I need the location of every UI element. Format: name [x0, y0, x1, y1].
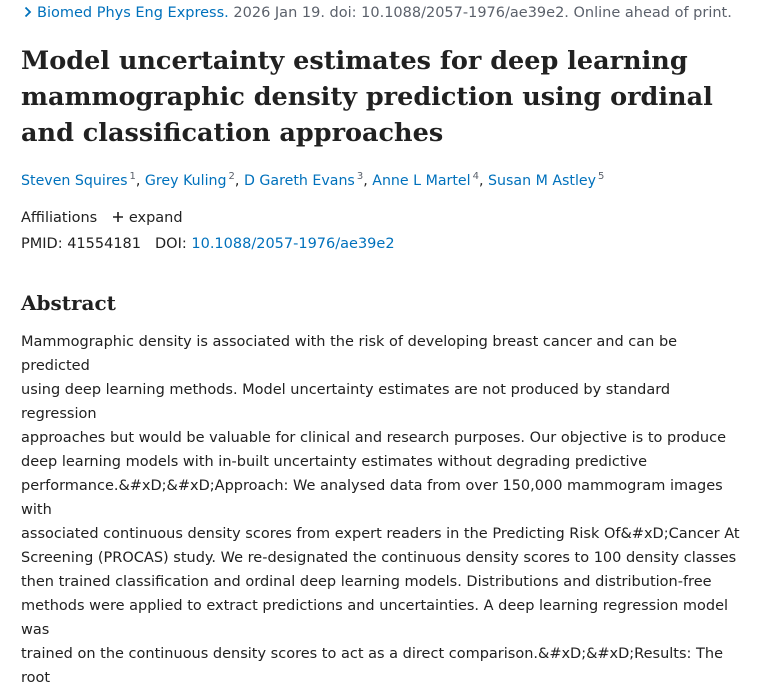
abstract-line: performance.&#xD;&#xD;Approach: We analy… [21, 478, 723, 518]
abstract-line: approaches but would be valuable for cli… [21, 430, 727, 446]
abstract-line: Screening (PROCAS) study. We re-designat… [21, 550, 737, 566]
affiliation-ref[interactable]: 2 [228, 171, 235, 182]
affiliations-label: Affiliations [21, 210, 98, 226]
author-link[interactable]: Steven Squires [21, 173, 128, 189]
abstract-line: deep learning models with in-built uncer… [21, 454, 648, 470]
affiliation-ref[interactable]: 5 [598, 171, 605, 182]
affiliations-row: Affiliations expand [21, 208, 183, 228]
abstract-heading: Abstract [21, 291, 116, 315]
abstract-text: Mammographic density is associated with … [21, 330, 746, 690]
abstract-line: methods were applied to extract predicti… [21, 598, 729, 638]
author-separator: , [135, 173, 145, 189]
pmid-value: 41554181 [67, 236, 142, 252]
author-separator: , [478, 173, 488, 189]
citation-details: 2026 Jan 19. doi: 10.1088/2057-1976/ae39… [228, 5, 732, 21]
affiliation-ref[interactable]: 4 [472, 171, 479, 182]
author-list: Steven Squires 1, Grey Kuling 2, D Gareth … [21, 171, 746, 191]
author-link[interactable]: Grey Kuling [144, 173, 227, 189]
affiliation-ref[interactable]: 1 [129, 171, 136, 182]
article-title: Model uncertainty estimates for deep lea… [21, 46, 713, 148]
author-separator: , [234, 173, 244, 189]
doi-link[interactable]: 10.1088/2057-1976/ae39e2 [191, 236, 395, 252]
journal-link[interactable]: Biomed Phys Eng Express. [37, 5, 229, 21]
citation-line: Biomed Phys Eng Express. 2026 Jan 19. do… [21, 3, 746, 23]
expand-affiliations-button[interactable]: expand [112, 208, 183, 228]
author-link[interactable]: Anne L Martel [372, 173, 471, 189]
affiliation-ref[interactable]: 3 [356, 171, 364, 182]
author-link[interactable]: D Gareth Evans [243, 173, 355, 189]
abstract-line: Mammographic density is associated with … [21, 334, 678, 374]
identifiers-row: PMID: 41554181 DOI: 10.1088/2057-1976/ae3… [21, 234, 395, 254]
author-link[interactable]: Susan M Astley [487, 173, 597, 189]
doi-label: DOI: [155, 236, 187, 252]
abstract-line: using deep learning methods. Model uncer… [21, 382, 671, 422]
abstract-line: trained on the continuous density scores… [21, 646, 724, 686]
expand-label: expand [128, 210, 183, 226]
plus-icon [112, 212, 123, 222]
abstract-line: then trained classification and ordinal … [21, 574, 712, 590]
pmid-label: PMID: [21, 236, 63, 252]
abstract-line: associated continuous density scores fro… [21, 526, 740, 542]
chevron-right-icon [24, 6, 32, 18]
author-separator: , [363, 173, 373, 189]
